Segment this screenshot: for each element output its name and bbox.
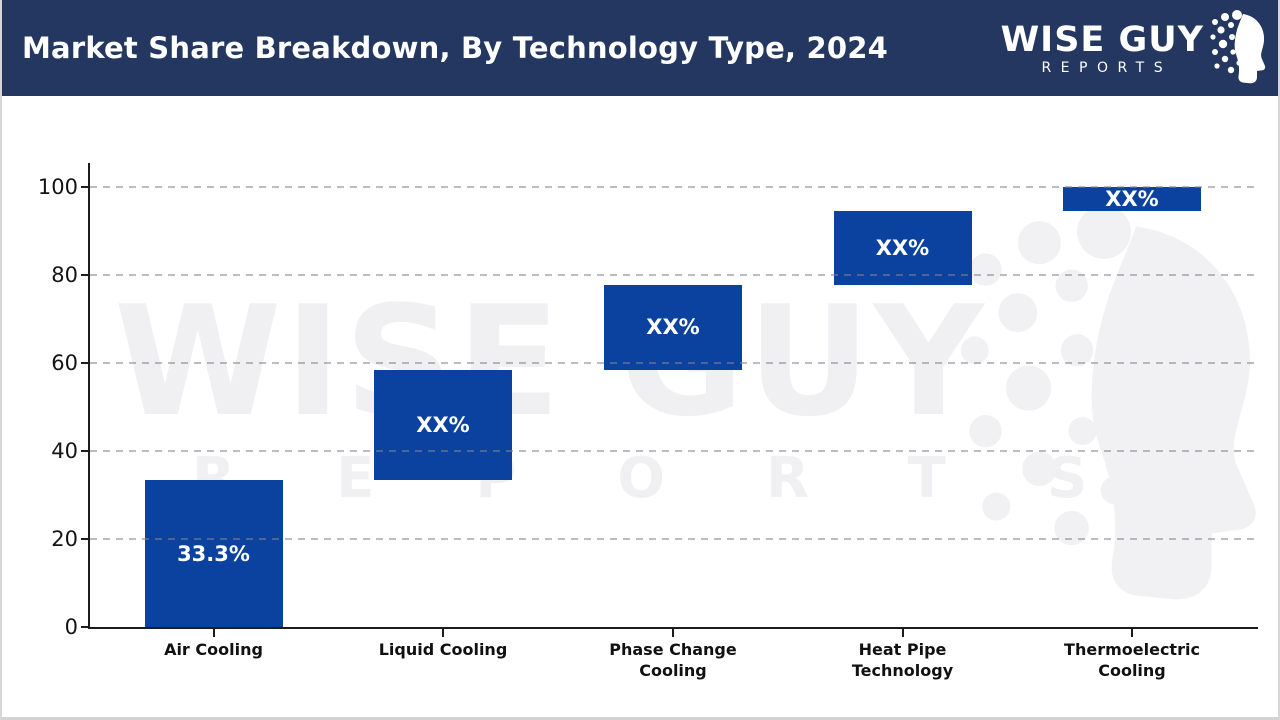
bar-air-cooling <box>144 480 283 627</box>
y-tick-mark <box>81 450 89 452</box>
dotted-head-icon <box>1210 10 1266 84</box>
watermark-wordmark: WISE GUY <box>114 273 987 450</box>
y-tick-mark <box>81 538 89 540</box>
category-label-air-cooling: Air Cooling <box>164 640 263 659</box>
bar-value-label: XX% <box>1105 187 1159 212</box>
gridline-80 <box>90 274 1257 276</box>
bar-thermoelectric-cooling <box>1063 187 1201 212</box>
brand-logo-text: WISE GUY REPORTS <box>1001 22 1204 76</box>
category-label-phase-change-cooling: Phase Change Cooling <box>609 640 737 680</box>
y-tick-label: 0 <box>64 615 78 639</box>
y-tick-label: 60 <box>51 351 78 375</box>
logo-wordmark: WISE GUY <box>1000 20 1204 60</box>
page-title: Market Share Breakdown, By Technology Ty… <box>22 31 889 65</box>
bar-value-label: 33.3% <box>177 541 250 566</box>
header: Market Share Breakdown, By Technology Ty… <box>2 0 1278 96</box>
y-tick-label: 20 <box>51 527 78 551</box>
brand-logo: WISE GUY REPORTS <box>1001 8 1268 90</box>
bar-value-label: XX% <box>416 413 470 438</box>
x-axis-line <box>88 627 1258 629</box>
category-label-heat-pipe-technology: Heat Pipe Technology <box>851 640 954 680</box>
gridline-20 <box>90 538 1257 540</box>
bar-heat-pipe-technology <box>833 211 972 285</box>
plot-area: 33.3% XX% XX% XX% XX% <box>90 186 1257 627</box>
y-tick-mark <box>81 186 89 188</box>
category-label-liquid-cooling: Liquid Cooling <box>378 640 508 659</box>
gridline-100 <box>90 186 1257 188</box>
bar-liquid-cooling <box>374 369 512 481</box>
watermark-subtext: REPORTS <box>192 446 1189 511</box>
y-tick-mark <box>81 362 89 364</box>
watermark-head-icon <box>960 205 1256 600</box>
bar-value-label: XX% <box>646 315 700 340</box>
x-tick-mark <box>1131 629 1133 637</box>
gridline-40 <box>90 450 1257 452</box>
y-axis-line <box>88 163 90 629</box>
gridline-60 <box>90 362 1257 364</box>
y-tick-mark <box>81 626 89 628</box>
x-tick-mark <box>901 629 904 637</box>
y-tick-mark <box>81 274 89 276</box>
logo-subtext: REPORTS <box>1041 60 1173 76</box>
y-tick-label: 80 <box>51 263 78 287</box>
category-label-thermoelectric-cooling: Thermoelectric Cooling <box>1064 640 1200 680</box>
x-tick-mark <box>672 629 674 637</box>
bar-value-label: XX% <box>875 235 930 260</box>
bar-phase-change-cooling <box>604 284 742 370</box>
y-tick-label: 100 <box>37 175 78 199</box>
x-tick-mark <box>212 629 215 637</box>
y-tick-label: 40 <box>51 439 78 463</box>
x-tick-mark <box>442 629 444 637</box>
